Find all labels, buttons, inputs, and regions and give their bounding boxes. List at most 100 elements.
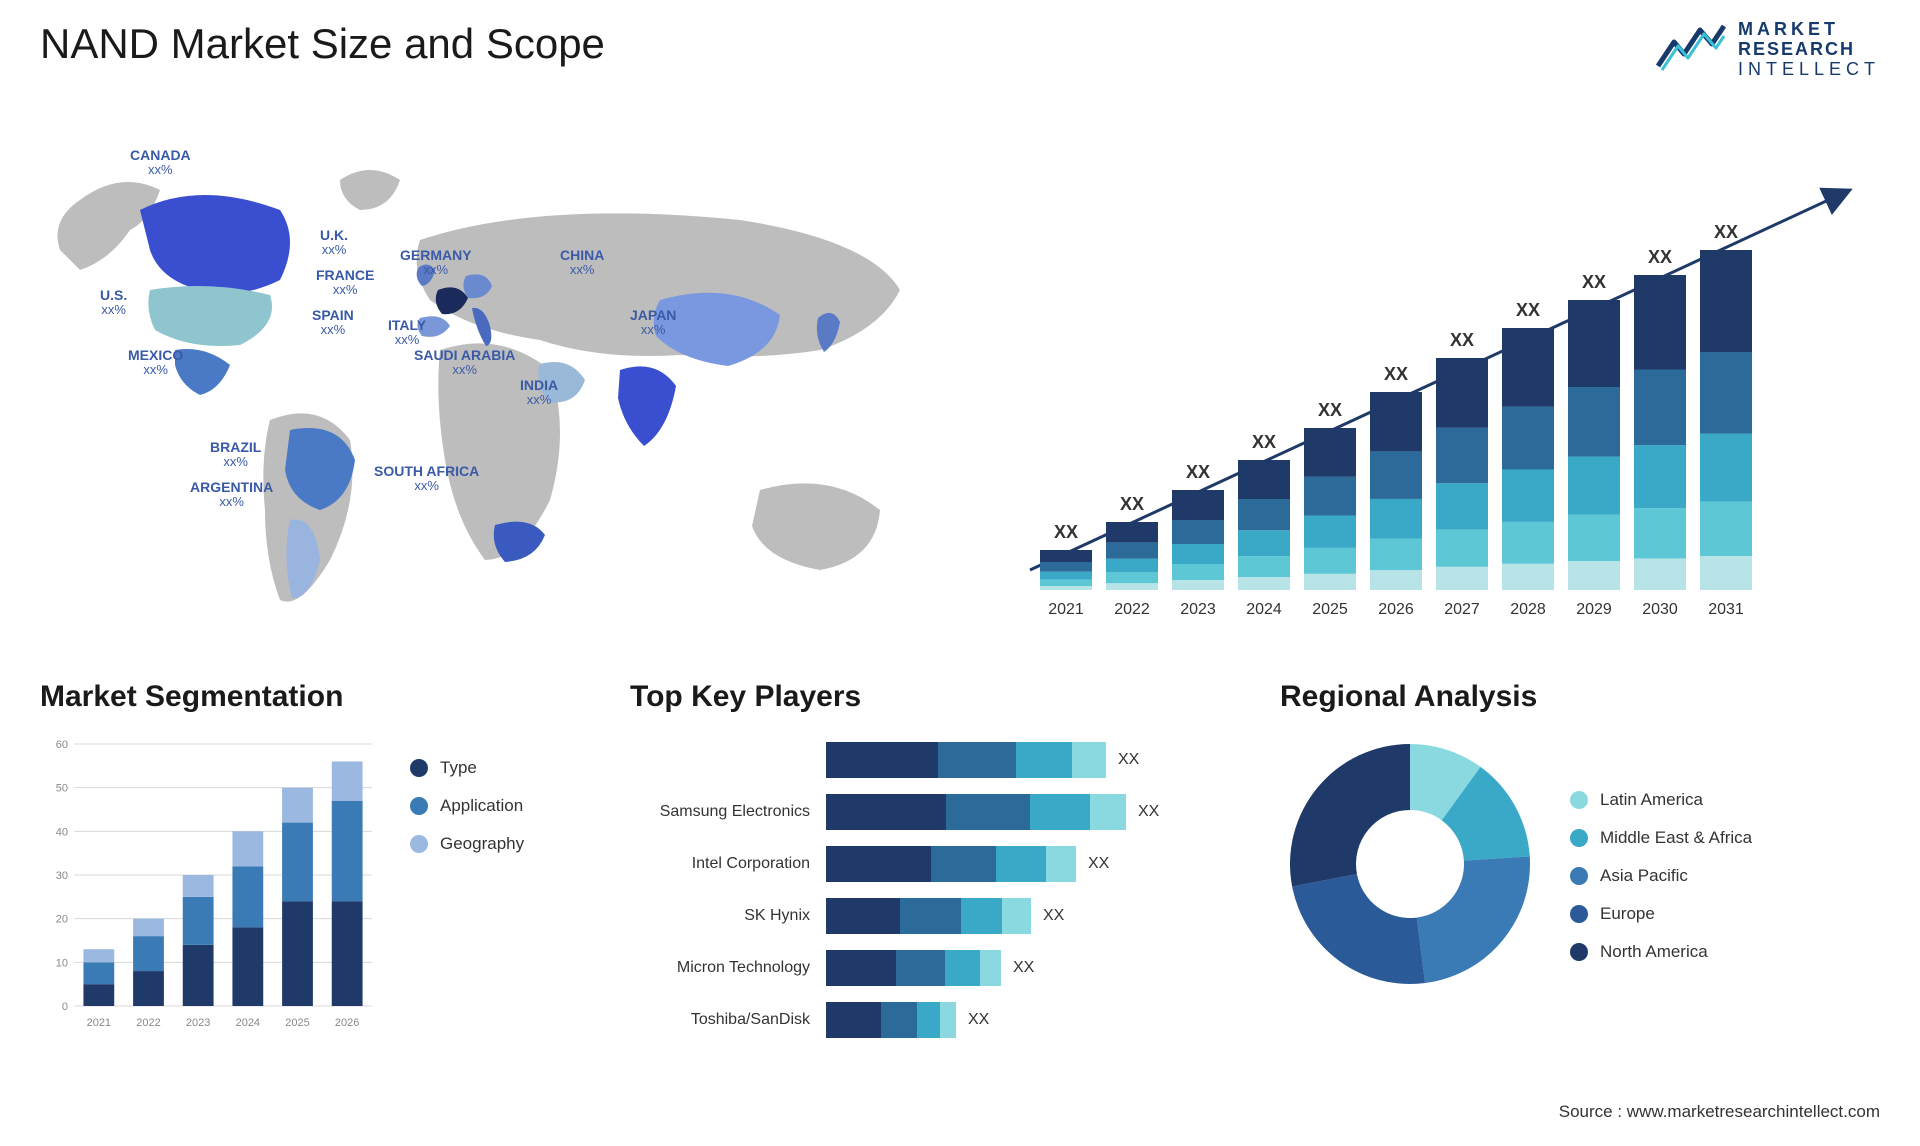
map-label: ITALYxx%: [388, 318, 426, 348]
legend-swatch: [1570, 905, 1588, 923]
player-value: XX: [1138, 803, 1159, 821]
seg-year-label: 2026: [335, 1017, 359, 1029]
legend-label: Asia Pacific: [1600, 866, 1688, 886]
donut-slice: [1417, 856, 1530, 983]
legend-swatch: [410, 835, 428, 853]
legend-item: Geography: [410, 834, 524, 854]
map-country-pct: xx%: [130, 163, 191, 177]
growth-bar-value: XX: [1582, 272, 1606, 292]
logo-text: MARKET RESEARCH INTELLECT: [1738, 20, 1880, 79]
player-row: XX: [826, 790, 1250, 834]
player-bar-segment: [931, 846, 996, 882]
legend-label: Middle East & Africa: [1600, 828, 1752, 848]
seg-year-label: 2022: [136, 1017, 160, 1029]
map-country-name: U.K.: [320, 227, 348, 243]
legend-item: Latin America: [1570, 790, 1752, 810]
legend-label: Geography: [440, 834, 524, 854]
map-country-name: CHINA: [560, 247, 604, 263]
legend-label: Latin America: [1600, 790, 1703, 810]
growth-year-label: 2028: [1510, 601, 1546, 618]
map-country-pct: xx%: [320, 243, 348, 257]
donut-slice: [1290, 744, 1410, 886]
player-name: [630, 738, 810, 782]
player-bar-segment: [826, 742, 938, 778]
growth-bar-value: XX: [1186, 462, 1210, 482]
growth-chart-panel: XX2021XX2022XX2023XX2024XX2025XX2026XX20…: [980, 130, 1880, 640]
player-value: XX: [1013, 959, 1034, 977]
world-map: [40, 130, 940, 640]
map-country-pct: xx%: [560, 263, 604, 277]
logo-line3: INTELLECT: [1738, 60, 1880, 80]
seg-year-label: 2024: [236, 1017, 260, 1029]
players-panel: Top Key Players Samsung ElectronicsIntel…: [630, 680, 1250, 1060]
growth-year-label: 2029: [1576, 601, 1612, 618]
growth-year-label: 2026: [1378, 601, 1414, 618]
player-row: XX: [826, 842, 1250, 886]
legend-item: Middle East & Africa: [1570, 828, 1752, 848]
player-bar-segment: [826, 898, 900, 934]
map-label: ARGENTINAxx%: [190, 480, 273, 510]
legend-swatch: [1570, 829, 1588, 847]
map-country-pct: xx%: [312, 323, 354, 337]
legend-swatch: [1570, 867, 1588, 885]
segmentation-bar-chart: 0102030405060202120222023202420252026: [40, 734, 380, 1034]
map-country-pct: xx%: [374, 479, 479, 493]
player-bar-segment: [940, 1002, 956, 1038]
map-country-pct: xx%: [520, 393, 558, 407]
segmentation-title: Market Segmentation: [40, 680, 600, 714]
player-row: XX: [826, 998, 1250, 1042]
map-label: JAPANxx%: [630, 308, 676, 338]
top-row: CANADAxx%U.S.xx%MEXICOxx%BRAZILxx%ARGENT…: [40, 130, 1880, 640]
growth-year-label: 2022: [1114, 601, 1150, 618]
legend-item: Type: [410, 758, 524, 778]
map-country-name: SAUDI ARABIA: [414, 347, 515, 363]
map-country-pct: xx%: [190, 495, 273, 509]
player-row: XX: [826, 894, 1250, 938]
legend-label: Europe: [1600, 904, 1655, 924]
map-label: SOUTH AFRICAxx%: [374, 464, 479, 494]
seg-year-label: 2021: [87, 1017, 111, 1029]
seg-year-label: 2025: [285, 1017, 309, 1029]
world-map-panel: CANADAxx%U.S.xx%MEXICOxx%BRAZILxx%ARGENT…: [40, 130, 940, 640]
legend-label: Type: [440, 758, 477, 778]
player-name: Samsung Electronics: [630, 790, 810, 834]
legend-item: Europe: [1570, 904, 1752, 924]
map-country-name: ITALY: [388, 317, 426, 333]
map-label: FRANCExx%: [316, 268, 374, 298]
map-country-name: MEXICO: [128, 347, 183, 363]
svg-text:10: 10: [56, 957, 68, 969]
players-labels: Samsung ElectronicsIntel CorporationSK H…: [630, 734, 810, 1042]
legend-item: North America: [1570, 942, 1752, 962]
player-bar-segment: [1046, 846, 1076, 882]
growth-bar-value: XX: [1318, 400, 1342, 420]
map-label: MEXICOxx%: [128, 348, 183, 378]
svg-text:20: 20: [56, 914, 68, 926]
player-bar-segment: [1016, 742, 1072, 778]
growth-year-label: 2025: [1312, 601, 1348, 618]
players-title: Top Key Players: [630, 680, 1250, 714]
map-country-pct: xx%: [388, 333, 426, 347]
logo-line1: MARKET: [1738, 20, 1880, 40]
legend-item: Asia Pacific: [1570, 866, 1752, 886]
map-label: U.K.xx%: [320, 228, 348, 258]
player-row: XX: [826, 738, 1250, 782]
seg-year-label: 2023: [186, 1017, 210, 1029]
player-bar-segment: [826, 950, 896, 986]
regional-legend: Latin America Middle East & Africa Asia Pa…: [1570, 790, 1752, 962]
svg-text:30: 30: [56, 870, 68, 882]
page-title: NAND Market Size and Scope: [40, 20, 605, 68]
growth-year-label: 2030: [1642, 601, 1678, 618]
player-bar-segment: [826, 1002, 881, 1038]
map-label: BRAZILxx%: [210, 440, 261, 470]
growth-bar-value: XX: [1252, 432, 1276, 452]
player-bar-segment: [945, 950, 980, 986]
svg-text:60: 60: [56, 739, 68, 751]
map-country-name: FRANCE: [316, 267, 374, 283]
header: NAND Market Size and Scope MARKET RESEAR…: [40, 20, 1880, 79]
growth-bar-chart: XX2021XX2022XX2023XX2024XX2025XX2026XX20…: [980, 130, 1880, 640]
map-label: SAUDI ARABIAxx%: [414, 348, 515, 378]
player-bar-segment: [1072, 742, 1106, 778]
player-bar-segment: [826, 846, 931, 882]
map-country-name: CANADA: [130, 147, 191, 163]
player-bar: [826, 846, 1076, 882]
